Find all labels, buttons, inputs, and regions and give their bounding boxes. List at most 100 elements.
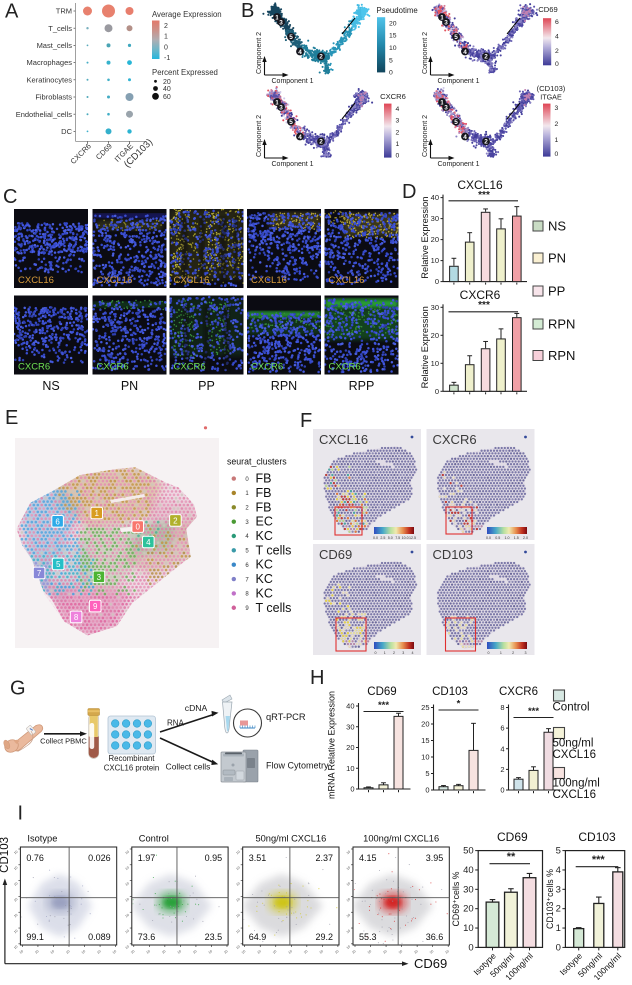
svg-text:64.9: 64.9 <box>249 932 267 942</box>
svg-text:20: 20 <box>431 235 439 244</box>
svg-text:10: 10 <box>389 45 397 52</box>
svg-text:DC: DC <box>61 127 72 136</box>
svg-text:RNA: RNA <box>167 719 185 728</box>
svg-text:***: *** <box>528 706 539 717</box>
svg-text:10: 10 <box>346 897 352 903</box>
svg-text:3: 3 <box>279 19 283 26</box>
svg-text:10: 10 <box>223 949 229 955</box>
svg-text:10: 10 <box>13 850 19 856</box>
svg-text:1: 1 <box>164 34 168 41</box>
svg-text:Component 1: Component 1 <box>438 161 480 168</box>
svg-text:4: 4 <box>146 538 151 547</box>
svg-text:1: 1 <box>275 14 279 21</box>
svg-text:Component 1: Component 1 <box>272 161 314 168</box>
svg-text:2: 2 <box>555 121 559 128</box>
svg-text:3: 3 <box>525 651 527 655</box>
svg-text:10: 10 <box>256 949 262 955</box>
svg-text:Component 2: Component 2 <box>422 32 429 74</box>
svg-text:10: 10 <box>13 944 19 950</box>
svg-text:10: 10 <box>241 949 247 955</box>
svg-text:0: 0 <box>435 277 439 286</box>
svg-text:***: *** <box>478 300 490 311</box>
svg-text:5: 5 <box>245 549 249 555</box>
svg-text:RPP: RPP <box>349 379 375 393</box>
svg-text:4: 4 <box>245 534 249 540</box>
svg-text:0: 0 <box>435 387 439 396</box>
svg-text:25: 25 <box>421 703 429 712</box>
svg-text:CXCL16: CXCL16 <box>457 178 503 192</box>
svg-text:0.0: 0.0 <box>486 536 491 540</box>
svg-text:NS: NS <box>548 219 566 234</box>
svg-text:1.0: 1.0 <box>505 536 510 540</box>
svg-text:2: 2 <box>500 765 504 774</box>
svg-text:9: 9 <box>245 606 249 612</box>
svg-text:5: 5 <box>56 560 61 569</box>
svg-text:RPN: RPN <box>548 317 575 332</box>
svg-text:12.5: 12.5 <box>409 536 416 540</box>
svg-text:5.0: 5.0 <box>388 536 393 540</box>
svg-text:10: 10 <box>346 944 352 950</box>
svg-text:CXCL16: CXCL16 <box>174 275 210 286</box>
svg-text:10: 10 <box>367 949 373 955</box>
svg-text:CXCR6: CXCR6 <box>460 288 501 302</box>
svg-text:Keratinocytes: Keratinocytes <box>27 75 73 84</box>
svg-text:ITGAE: ITGAE <box>540 93 562 102</box>
svg-text:Collect PBMC: Collect PBMC <box>40 737 87 746</box>
svg-text:***: *** <box>378 700 389 711</box>
svg-text:3: 3 <box>555 105 559 112</box>
svg-text:CXCL16: CXCL16 <box>329 275 365 286</box>
svg-text:6: 6 <box>55 517 60 526</box>
svg-text:10: 10 <box>272 949 278 955</box>
svg-text:1: 1 <box>275 99 279 106</box>
svg-text:6: 6 <box>245 563 249 569</box>
svg-text:KC: KC <box>256 586 273 600</box>
svg-text:10: 10 <box>346 850 352 856</box>
svg-text:CXCR6: CXCR6 <box>499 686 538 698</box>
svg-text:A: A <box>5 0 19 22</box>
svg-text:T cells: T cells <box>256 543 292 557</box>
svg-text:10: 10 <box>13 881 19 887</box>
svg-text:10: 10 <box>346 881 352 887</box>
svg-text:Component 2: Component 2 <box>256 32 263 74</box>
svg-text:40: 40 <box>346 702 354 711</box>
svg-text:1: 1 <box>245 491 249 497</box>
svg-text:10: 10 <box>65 949 71 955</box>
svg-text:**: ** <box>507 851 516 863</box>
svg-text:mRNA Relative Expression: mRNA Relative Expression <box>327 691 337 799</box>
svg-text:Component 1: Component 1 <box>272 78 314 85</box>
svg-text:50ng/ml: 50ng/ml <box>553 738 594 750</box>
svg-text:PN: PN <box>548 251 566 266</box>
svg-text:20: 20 <box>421 720 429 729</box>
svg-text:23.5: 23.5 <box>205 932 223 942</box>
svg-text:CD103: CD103 <box>433 547 473 562</box>
svg-text:Component 2: Component 2 <box>422 115 429 157</box>
svg-text:3.51: 3.51 <box>249 853 267 863</box>
svg-text:Relative Expression: Relative Expression <box>420 306 430 388</box>
svg-text:CXCL16: CXCL16 <box>18 275 54 286</box>
svg-text:55.3: 55.3 <box>359 932 377 942</box>
svg-text:G: G <box>10 678 26 700</box>
svg-text:CXCR6: CXCR6 <box>380 92 406 101</box>
svg-text:4: 4 <box>555 34 559 41</box>
svg-text:CD69: CD69 <box>367 686 396 698</box>
svg-text:10: 10 <box>192 949 198 955</box>
svg-text:RPN: RPN <box>271 379 297 393</box>
svg-text:10: 10 <box>177 949 183 955</box>
svg-text:50ng/ml CXCL16: 50ng/ml CXCL16 <box>255 834 326 844</box>
svg-text:0: 0 <box>556 942 561 953</box>
svg-text:5: 5 <box>556 846 561 857</box>
svg-text:CD103: CD103 <box>0 837 11 873</box>
svg-text:10: 10 <box>303 949 309 955</box>
svg-text:PN: PN <box>121 379 138 393</box>
svg-text:10: 10 <box>429 949 435 955</box>
svg-text:0: 0 <box>245 477 249 483</box>
svg-text:9: 9 <box>93 602 98 611</box>
svg-text:10: 10 <box>346 913 352 919</box>
svg-text:2: 2 <box>484 54 488 61</box>
svg-text:Pseudotime: Pseudotime <box>377 6 418 15</box>
svg-text:3: 3 <box>444 19 448 26</box>
svg-text:50: 50 <box>463 846 474 857</box>
svg-text:E: E <box>5 407 18 429</box>
svg-text:seurat_clusters: seurat_clusters <box>227 457 287 467</box>
svg-text:10: 10 <box>287 949 293 955</box>
